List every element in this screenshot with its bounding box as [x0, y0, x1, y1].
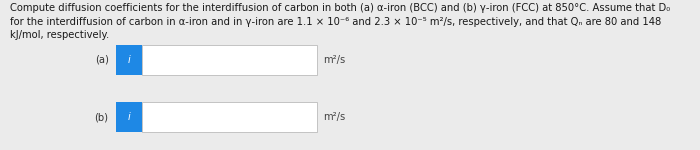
- Text: (a): (a): [94, 55, 108, 65]
- Text: i: i: [127, 112, 130, 122]
- Text: Compute diffusion coefficients for the interdiffusion of carbon in both (a) α-ir: Compute diffusion coefficients for the i…: [10, 3, 671, 40]
- FancyBboxPatch shape: [116, 102, 142, 132]
- Text: m²/s: m²/s: [323, 55, 346, 65]
- Text: (b): (b): [94, 112, 108, 122]
- Text: i: i: [127, 55, 130, 65]
- FancyBboxPatch shape: [142, 102, 317, 132]
- Text: m²/s: m²/s: [323, 112, 346, 122]
- FancyBboxPatch shape: [116, 45, 142, 75]
- FancyBboxPatch shape: [142, 45, 317, 75]
